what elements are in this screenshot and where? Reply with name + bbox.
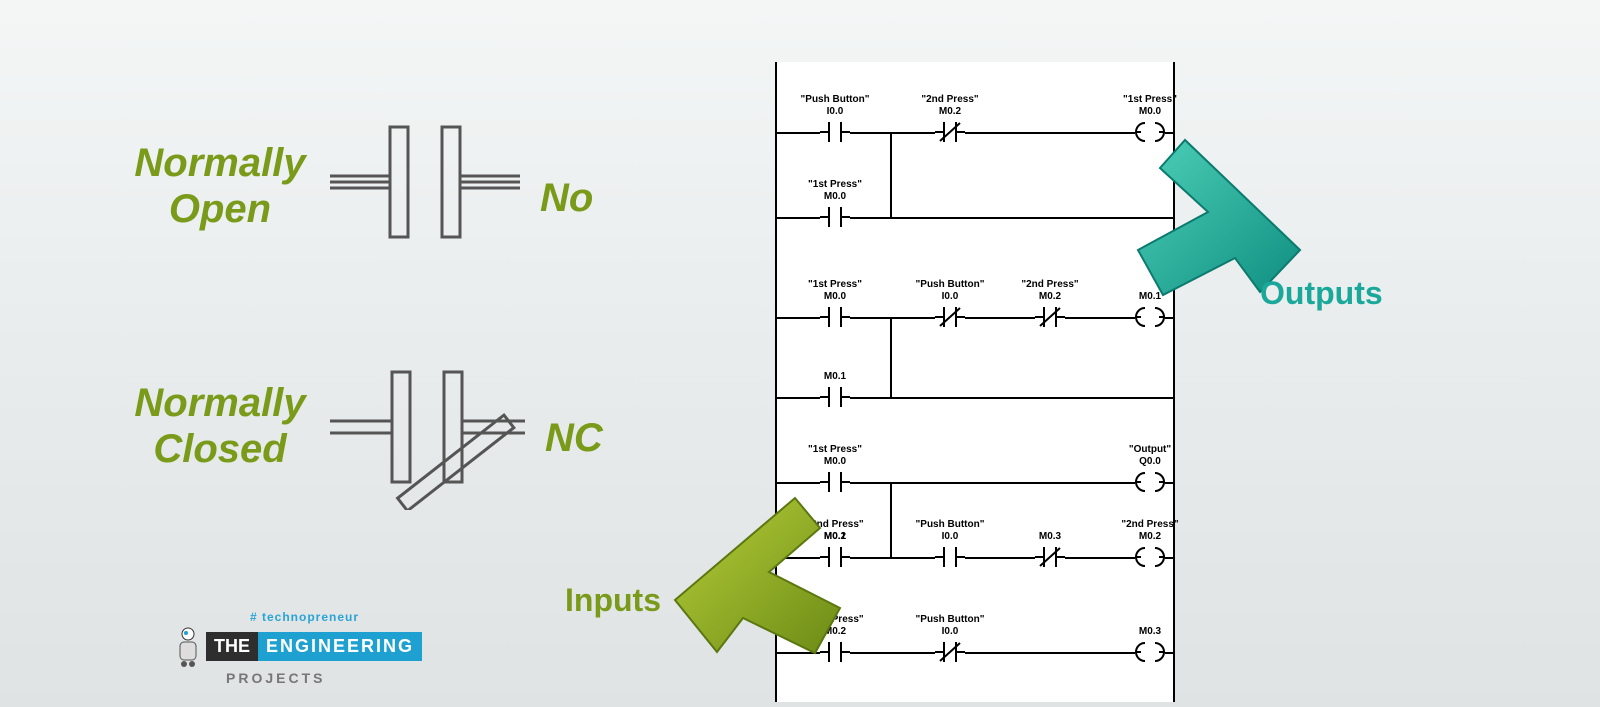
contact-name: "Push Button" <box>905 614 995 625</box>
ladder-nc <box>935 121 965 143</box>
contact-name: "Push Button" <box>790 94 880 105</box>
label-nc-short: NC <box>545 415 603 461</box>
contact-addr: Q0.0 <box>1115 456 1185 467</box>
label-no-short: No <box>540 175 593 221</box>
contact-addr: I0.0 <box>915 531 985 542</box>
contact-name: "Output" <box>1105 444 1195 455</box>
contact-addr: M0.2 <box>1015 291 1085 302</box>
branch-v-0 <box>890 132 892 217</box>
label-normally-open: NormallyOpen <box>95 140 345 232</box>
arrow-inputs <box>645 470 865 690</box>
logo-eng: ENGINEERING <box>258 632 422 661</box>
symbol-no <box>330 110 520 260</box>
contact-addr: M0.2 <box>915 106 985 117</box>
contact-addr: M0.3 <box>1015 531 1085 542</box>
ladder-no <box>820 386 850 408</box>
contact-name: "1st Press" <box>790 279 880 290</box>
contact-addr: M0.0 <box>800 456 870 467</box>
contact-addr: I0.0 <box>800 106 870 117</box>
contact-addr: M0.0 <box>1115 106 1185 117</box>
ladder-no <box>935 546 965 568</box>
contact-addr: I0.0 <box>915 291 985 302</box>
logo: # technopreneur THE ENGINEERING PROJECTS <box>170 610 422 686</box>
label-outputs: Outputs <box>1260 275 1383 312</box>
ladder-nc <box>935 641 965 663</box>
symbol-nc <box>330 350 530 510</box>
contact-name: "2nd Press" <box>1005 279 1095 290</box>
contact-name: "2nd Press" <box>905 94 995 105</box>
ladder-nc <box>1035 306 1065 328</box>
label-inputs: Inputs <box>565 582 661 619</box>
logo-the: THE <box>206 632 258 661</box>
logo-projects: PROJECTS <box>226 670 422 686</box>
contact-addr: M0.3 <box>1115 626 1185 637</box>
branch-v-1 <box>890 317 892 397</box>
ladder-coil <box>1135 471 1165 493</box>
branch-v-2 <box>890 482 892 557</box>
ladder-coil <box>1135 546 1165 568</box>
contact-name: "2nd Press" <box>1105 519 1195 530</box>
ladder-no <box>820 121 850 143</box>
contact-addr: M0.2 <box>1115 531 1185 542</box>
contact-addr: M0.1 <box>800 371 870 382</box>
logo-robot-icon <box>170 624 206 668</box>
contact-name: "1st Press" <box>790 444 880 455</box>
contact-addr: M0.0 <box>800 291 870 302</box>
contact-addr: M0.0 <box>800 191 870 202</box>
ladder-nc <box>1035 546 1065 568</box>
contact-name: "Push Button" <box>905 279 995 290</box>
ladder-no <box>820 206 850 228</box>
contact-name: "Push Button" <box>905 519 995 530</box>
logo-hash: # technopreneur <box>250 610 422 624</box>
ladder-coil <box>1135 641 1165 663</box>
contact-name: "1st Press" <box>790 179 880 190</box>
stage: NormallyOpen No NormallyClosed NC "Push … <box>0 0 1600 707</box>
label-normally-closed: NormallyClosed <box>95 380 345 472</box>
contact-addr: I0.0 <box>915 626 985 637</box>
ladder-nc <box>935 306 965 328</box>
contact-name: "1st Press" <box>1105 94 1195 105</box>
ladder-no <box>820 306 850 328</box>
